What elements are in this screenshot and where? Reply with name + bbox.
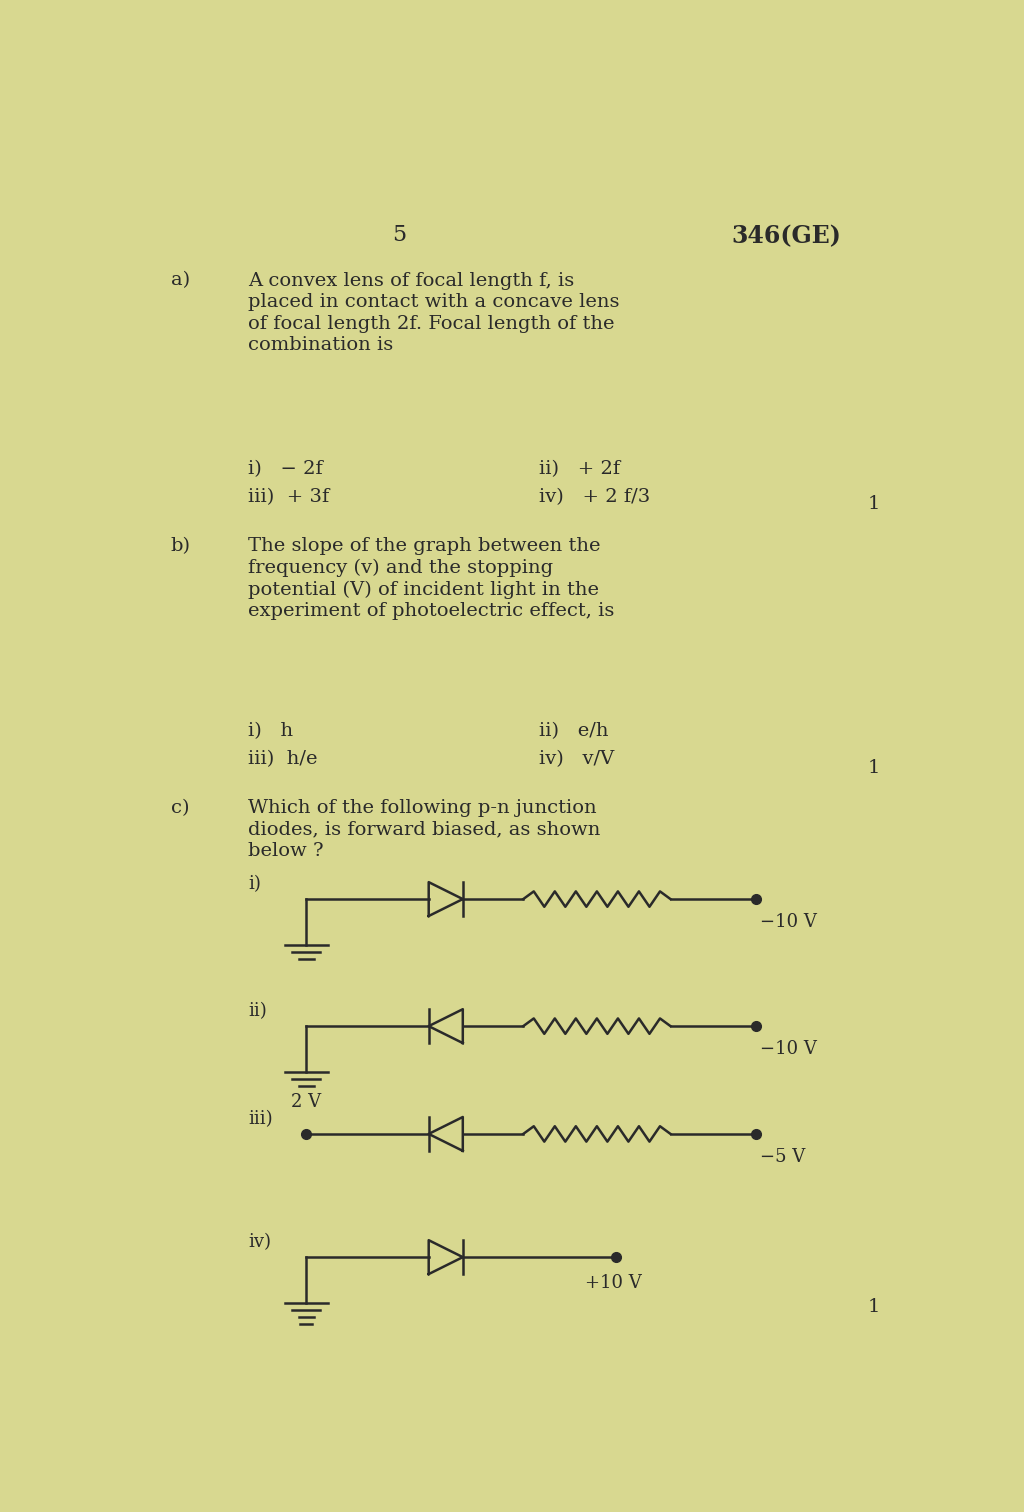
Text: c): c) bbox=[171, 798, 189, 816]
Text: ii)   e/h: ii) e/h bbox=[539, 723, 608, 739]
Text: combination is: combination is bbox=[248, 336, 393, 354]
Text: experiment of photoelectric effect, is: experiment of photoelectric effect, is bbox=[248, 602, 614, 620]
Text: −5 V: −5 V bbox=[760, 1148, 805, 1166]
Text: below ?: below ? bbox=[248, 842, 324, 860]
Text: b): b) bbox=[171, 537, 190, 555]
Text: A convex lens of focal length f, is: A convex lens of focal length f, is bbox=[248, 272, 574, 289]
Text: i): i) bbox=[248, 875, 261, 894]
Text: 5: 5 bbox=[392, 224, 407, 246]
Text: iii)  + 3f: iii) + 3f bbox=[248, 488, 330, 507]
Text: 346(GE): 346(GE) bbox=[732, 224, 842, 248]
Text: i)   h: i) h bbox=[248, 723, 293, 739]
Text: diodes, is forward biased, as shown: diodes, is forward biased, as shown bbox=[248, 821, 600, 839]
Text: The slope of the graph between the: The slope of the graph between the bbox=[248, 537, 601, 555]
Text: frequency (v) and the stopping: frequency (v) and the stopping bbox=[248, 559, 553, 578]
Text: Which of the following p-n junction: Which of the following p-n junction bbox=[248, 798, 597, 816]
Text: iv)   + 2 f/3: iv) + 2 f/3 bbox=[539, 488, 650, 507]
Text: i)   − 2f: i) − 2f bbox=[248, 460, 323, 478]
Text: placed in contact with a concave lens: placed in contact with a concave lens bbox=[248, 293, 620, 311]
Text: −10 V: −10 V bbox=[760, 913, 816, 931]
Text: 1: 1 bbox=[867, 1297, 880, 1315]
Text: iv)   v/V: iv) v/V bbox=[539, 750, 614, 768]
Text: potential (V) of incident light in the: potential (V) of incident light in the bbox=[248, 581, 599, 599]
Text: iii): iii) bbox=[248, 1110, 272, 1128]
Text: 1: 1 bbox=[867, 759, 880, 777]
Text: ii): ii) bbox=[248, 1002, 267, 1021]
Text: +10 V: +10 V bbox=[586, 1275, 642, 1293]
Text: of focal length 2f. Focal length of the: of focal length 2f. Focal length of the bbox=[248, 314, 614, 333]
Text: ii)   + 2f: ii) + 2f bbox=[539, 460, 620, 478]
Text: a): a) bbox=[171, 272, 189, 289]
Text: 1: 1 bbox=[867, 494, 880, 513]
Text: −10 V: −10 V bbox=[760, 1040, 816, 1058]
Text: iii)  h/e: iii) h/e bbox=[248, 750, 317, 768]
Text: 2 V: 2 V bbox=[291, 1093, 322, 1111]
Text: iv): iv) bbox=[248, 1232, 271, 1250]
